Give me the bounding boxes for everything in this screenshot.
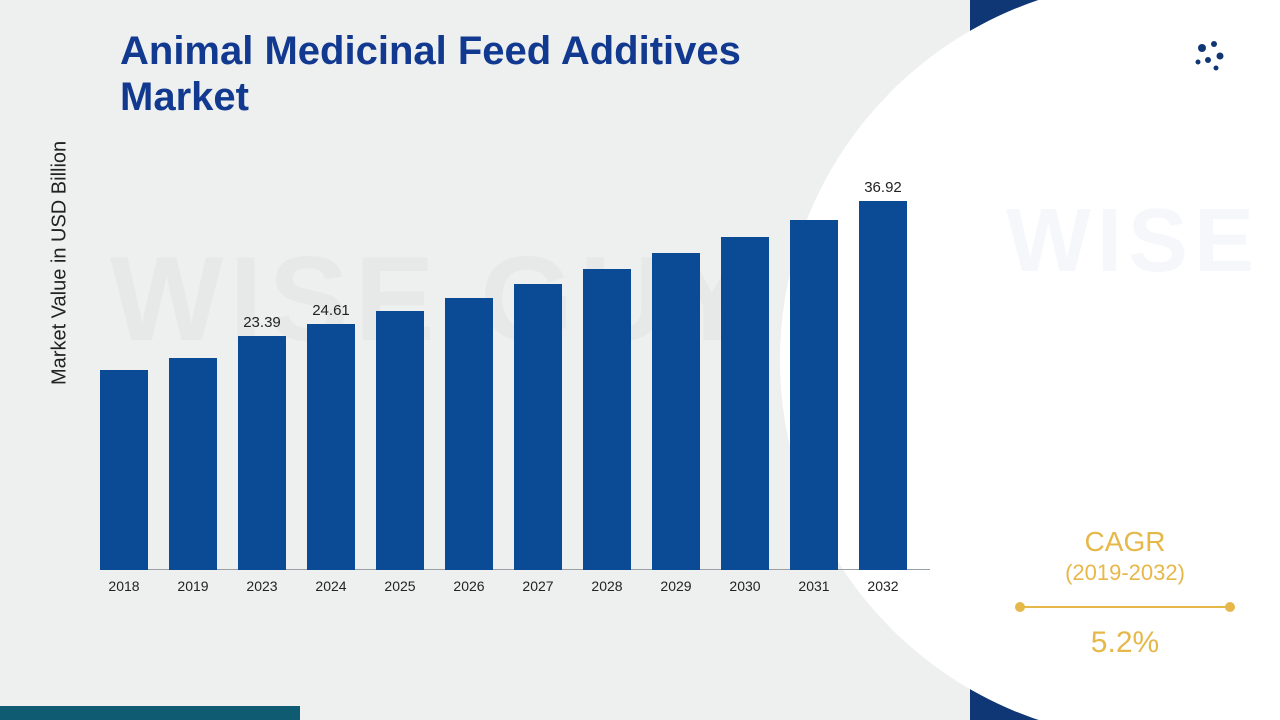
bar-value-label: 36.92 xyxy=(859,179,907,196)
bar-value-label: 24.61 xyxy=(307,302,355,319)
bar-fill xyxy=(583,269,631,570)
chart-stage: WISE GUY WISE Animal Medicinal Feed Addi… xyxy=(0,0,1280,720)
bar-fill xyxy=(790,220,838,571)
bar-2031: 2031 xyxy=(790,220,838,571)
x-tick-label: 2019 xyxy=(169,578,217,594)
bar-2026: 2026 xyxy=(445,298,493,570)
x-tick-label: 2030 xyxy=(721,578,769,594)
bar-fill xyxy=(445,298,493,570)
bar-fill xyxy=(376,311,424,570)
x-tick-label: 2031 xyxy=(790,578,838,594)
bar-fill xyxy=(514,284,562,570)
bar-fill xyxy=(238,336,286,570)
bar-value-label: 23.39 xyxy=(238,314,286,331)
x-tick-label: 2018 xyxy=(100,578,148,594)
x-tick-label: 2027 xyxy=(514,578,562,594)
bar-plot: 2018 2019 23.392023 24.612024 2025 2026 2027 20… xyxy=(100,170,930,570)
bar-fill xyxy=(307,324,355,570)
bar-2024: 24.612024 xyxy=(307,324,355,570)
bar-2023: 23.392023 xyxy=(238,336,286,570)
bar-fill xyxy=(721,237,769,570)
bar-2030: 2030 xyxy=(721,237,769,570)
bar-2019: 2019 xyxy=(169,358,217,570)
cagr-block: CAGR (2019-2032) 5.2% xyxy=(1010,526,1240,660)
bar-fill xyxy=(100,370,148,570)
x-tick-label: 2025 xyxy=(376,578,424,594)
y-axis-label: Market Value in USD Billion xyxy=(49,141,72,385)
bottom-accent-bar xyxy=(0,706,300,720)
bar-fill xyxy=(652,253,700,570)
cagr-range: (2019-2032) xyxy=(1010,560,1240,586)
brand-logo: WISE GUY R E P O R T S xyxy=(1009,30,1242,87)
x-tick-label: 2024 xyxy=(307,578,355,594)
cagr-title: CAGR xyxy=(1010,526,1240,558)
bar-2029: 2029 xyxy=(652,253,700,570)
x-tick-label: 2026 xyxy=(445,578,493,594)
bar-2028: 2028 xyxy=(583,269,631,570)
x-tick-label: 2028 xyxy=(583,578,631,594)
bar-2018: 2018 xyxy=(100,370,148,570)
cagr-value: 5.2% xyxy=(1010,626,1240,660)
bar-2027: 2027 xyxy=(514,284,562,570)
x-tick-label: 2023 xyxy=(238,578,286,594)
chart-title: Animal Medicinal Feed Additives Market xyxy=(120,28,860,120)
x-tick-label: 2032 xyxy=(859,578,907,594)
chart-area: Market Value in USD Billion 2018201923.3… xyxy=(50,170,930,600)
brand-head-icon xyxy=(1174,26,1244,96)
cagr-divider-line xyxy=(1020,606,1230,608)
x-tick-label: 2029 xyxy=(652,578,700,594)
bar-fill xyxy=(859,201,907,570)
bar-fill xyxy=(169,358,217,570)
bar-2032: 36.922032 xyxy=(859,201,907,570)
bar-2025: 2025 xyxy=(376,311,424,570)
